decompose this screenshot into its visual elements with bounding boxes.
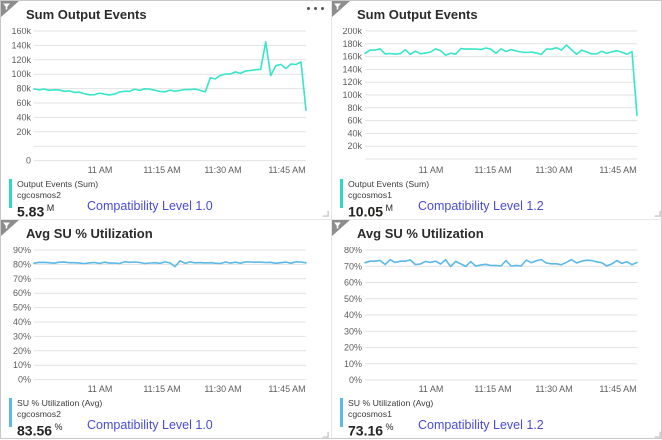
svg-text:80%: 80%: [13, 259, 31, 269]
svg-text:60%: 60%: [344, 278, 362, 288]
svg-text:50%: 50%: [344, 294, 362, 304]
svg-text:160k: 160k: [342, 52, 362, 62]
svg-text:120k: 120k: [11, 55, 31, 65]
svg-text:11:30 AM: 11:30 AM: [204, 384, 241, 394]
svg-text:100k: 100k: [342, 90, 362, 100]
svg-text:50%: 50%: [13, 303, 31, 313]
svg-text:30%: 30%: [13, 331, 31, 341]
svg-text:11:45 AM: 11:45 AM: [599, 165, 636, 175]
svg-text:11 AM: 11 AM: [88, 165, 113, 175]
svg-text:0: 0: [26, 156, 31, 166]
svg-text:11:30 AM: 11:30 AM: [204, 165, 241, 175]
svg-text:20%: 20%: [13, 346, 31, 356]
svg-text:11:45 AM: 11:45 AM: [268, 384, 305, 394]
svg-text:80k: 80k: [347, 103, 362, 113]
svg-text:11:45 AM: 11:45 AM: [599, 384, 636, 394]
svg-text:11:15 AM: 11:15 AM: [143, 384, 180, 394]
svg-text:160k: 160k: [11, 28, 31, 36]
svg-text:11:30 AM: 11:30 AM: [535, 165, 572, 175]
svg-text:20%: 20%: [344, 343, 362, 353]
svg-text:0%: 0%: [349, 375, 362, 385]
svg-text:11 AM: 11 AM: [419, 165, 444, 175]
svg-text:100k: 100k: [11, 69, 31, 79]
svg-text:20k: 20k: [16, 127, 31, 137]
svg-text:40k: 40k: [347, 128, 362, 138]
svg-text:140k: 140k: [342, 64, 362, 74]
svg-text:40k: 40k: [16, 112, 31, 122]
svg-text:30%: 30%: [344, 326, 362, 336]
svg-text:11 AM: 11 AM: [88, 384, 113, 394]
svg-text:11:45 AM: 11:45 AM: [268, 165, 305, 175]
svg-text:0%: 0%: [18, 375, 31, 385]
svg-text:200k: 200k: [342, 28, 362, 36]
svg-text:60%: 60%: [13, 288, 31, 298]
svg-text:40%: 40%: [344, 310, 362, 320]
svg-text:11:15 AM: 11:15 AM: [143, 165, 180, 175]
svg-text:40%: 40%: [13, 317, 31, 327]
svg-text:80%: 80%: [344, 247, 362, 255]
svg-text:60k: 60k: [16, 98, 31, 108]
svg-text:11 AM: 11 AM: [419, 384, 444, 394]
svg-text:120k: 120k: [342, 77, 362, 87]
svg-text:90%: 90%: [13, 247, 31, 255]
svg-text:11:15 AM: 11:15 AM: [474, 165, 511, 175]
svg-text:70%: 70%: [13, 274, 31, 284]
svg-text:11:15 AM: 11:15 AM: [474, 384, 511, 394]
svg-text:180k: 180k: [342, 39, 362, 49]
svg-text:11:30 AM: 11:30 AM: [535, 384, 572, 394]
svg-text:70%: 70%: [344, 261, 362, 271]
svg-text:10%: 10%: [13, 360, 31, 370]
svg-text:20k: 20k: [347, 141, 362, 151]
svg-text:140k: 140k: [11, 40, 31, 50]
svg-text:10%: 10%: [344, 359, 362, 369]
svg-text:60k: 60k: [347, 116, 362, 126]
svg-text:80k: 80k: [16, 84, 31, 94]
